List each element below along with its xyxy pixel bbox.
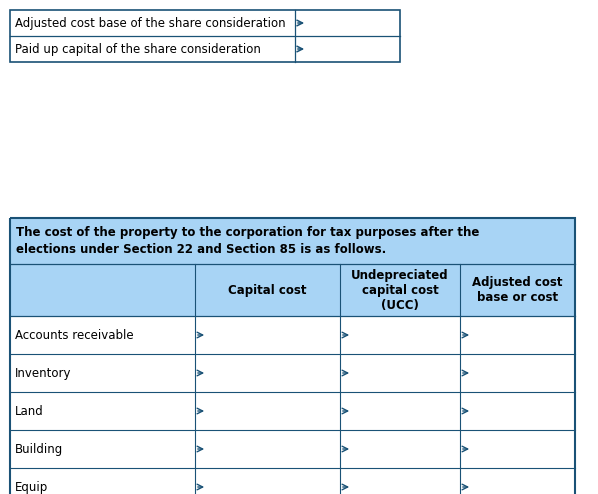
Bar — [10, 218, 575, 494]
Bar — [10, 264, 575, 316]
Text: The cost of the property to the corporation for tax purposes after the
elections: The cost of the property to the corporat… — [16, 226, 480, 256]
Text: Adjusted cost
base or cost: Adjusted cost base or cost — [472, 276, 563, 304]
Bar — [10, 218, 575, 264]
Bar — [10, 10, 400, 62]
Bar — [10, 354, 575, 392]
Text: Adjusted cost base of the share consideration: Adjusted cost base of the share consider… — [15, 16, 286, 30]
Text: Land: Land — [15, 405, 44, 417]
Text: Undepreciated
capital cost
(UCC): Undepreciated capital cost (UCC) — [351, 269, 449, 312]
Bar — [10, 430, 575, 468]
Text: Equip: Equip — [15, 481, 48, 494]
Bar — [10, 468, 575, 494]
Bar — [10, 392, 575, 430]
Text: Inventory: Inventory — [15, 367, 72, 379]
Text: Paid up capital of the share consideration: Paid up capital of the share considerati… — [15, 42, 261, 55]
Bar — [10, 316, 575, 354]
Text: Accounts receivable: Accounts receivable — [15, 329, 133, 341]
Text: Building: Building — [15, 443, 63, 455]
Text: Capital cost: Capital cost — [228, 284, 307, 296]
